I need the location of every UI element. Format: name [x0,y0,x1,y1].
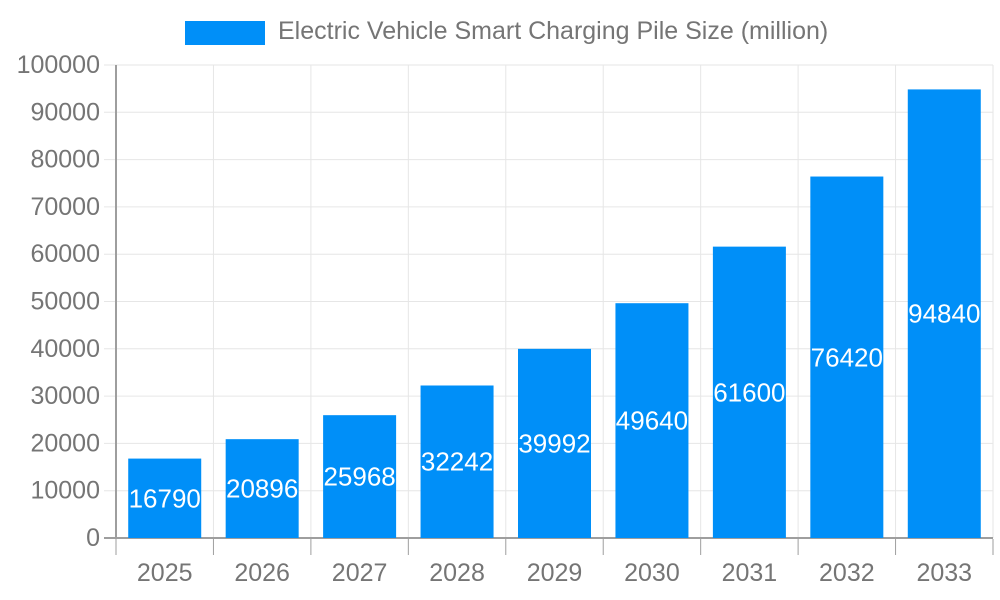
bars [128,89,981,539]
legend-label: Electric Vehicle Smart Charging Pile Siz… [278,17,828,45]
chart-legend: Electric Vehicle Smart Charging Pile Siz… [185,17,828,45]
x-axis-label: 2029 [527,559,583,587]
bar-value-label: 61600 [713,377,785,407]
x-axis-label: 2028 [429,559,485,587]
x-axis-label: 2025 [137,559,193,587]
axis-tick-labels: 0 10000 20000 30000 40000 50000 60000 70000 8000… [17,51,973,587]
bar-value-label: 32242 [421,447,493,477]
y-axis-label: 100000 [17,51,100,79]
x-axis-label: 2031 [722,559,778,587]
x-axis-label: 2032 [819,559,875,587]
bar-2033 [907,89,981,538]
bar-value-label: 39992 [518,428,590,458]
bar-value-label: 25968 [323,462,395,492]
y-axis-label: 90000 [30,98,100,126]
y-axis-label: 30000 [30,382,100,410]
bar-2029 [518,348,591,538]
bar-2027 [323,415,397,538]
bar-2025 [128,458,202,538]
bar-value-label: 76420 [811,342,883,372]
bar-value-label: 49640 [616,406,688,436]
bar-2028 [420,385,494,538]
y-axis-label: 10000 [30,477,100,505]
bar-2030 [615,303,689,538]
y-axis-label: 60000 [30,240,100,268]
bar-2026 [225,439,299,538]
bar-value-labels: 16790 20896 25968 32242 39992 49640 61600 76420… [129,299,981,514]
bar-value-label: 16790 [129,483,201,513]
y-axis-label: 80000 [30,146,100,174]
x-axis-label: 2027 [332,559,388,587]
x-axis-label: 2033 [916,559,972,587]
y-axis-label: 20000 [30,429,100,457]
bar-2032 [810,176,884,539]
y-axis-label: 40000 [30,335,100,363]
legend-swatch [185,21,265,45]
y-axis-label: 0 [86,524,100,552]
y-axis-label: 70000 [30,193,100,221]
bar-2031 [712,246,786,538]
bar-value-label: 94840 [908,299,980,329]
x-axis-label: 2030 [624,559,680,587]
y-axis-label: 50000 [30,288,100,316]
bar-value-label: 20896 [226,474,298,504]
x-axis-label: 2026 [234,559,290,587]
gridlines [104,64,994,538]
